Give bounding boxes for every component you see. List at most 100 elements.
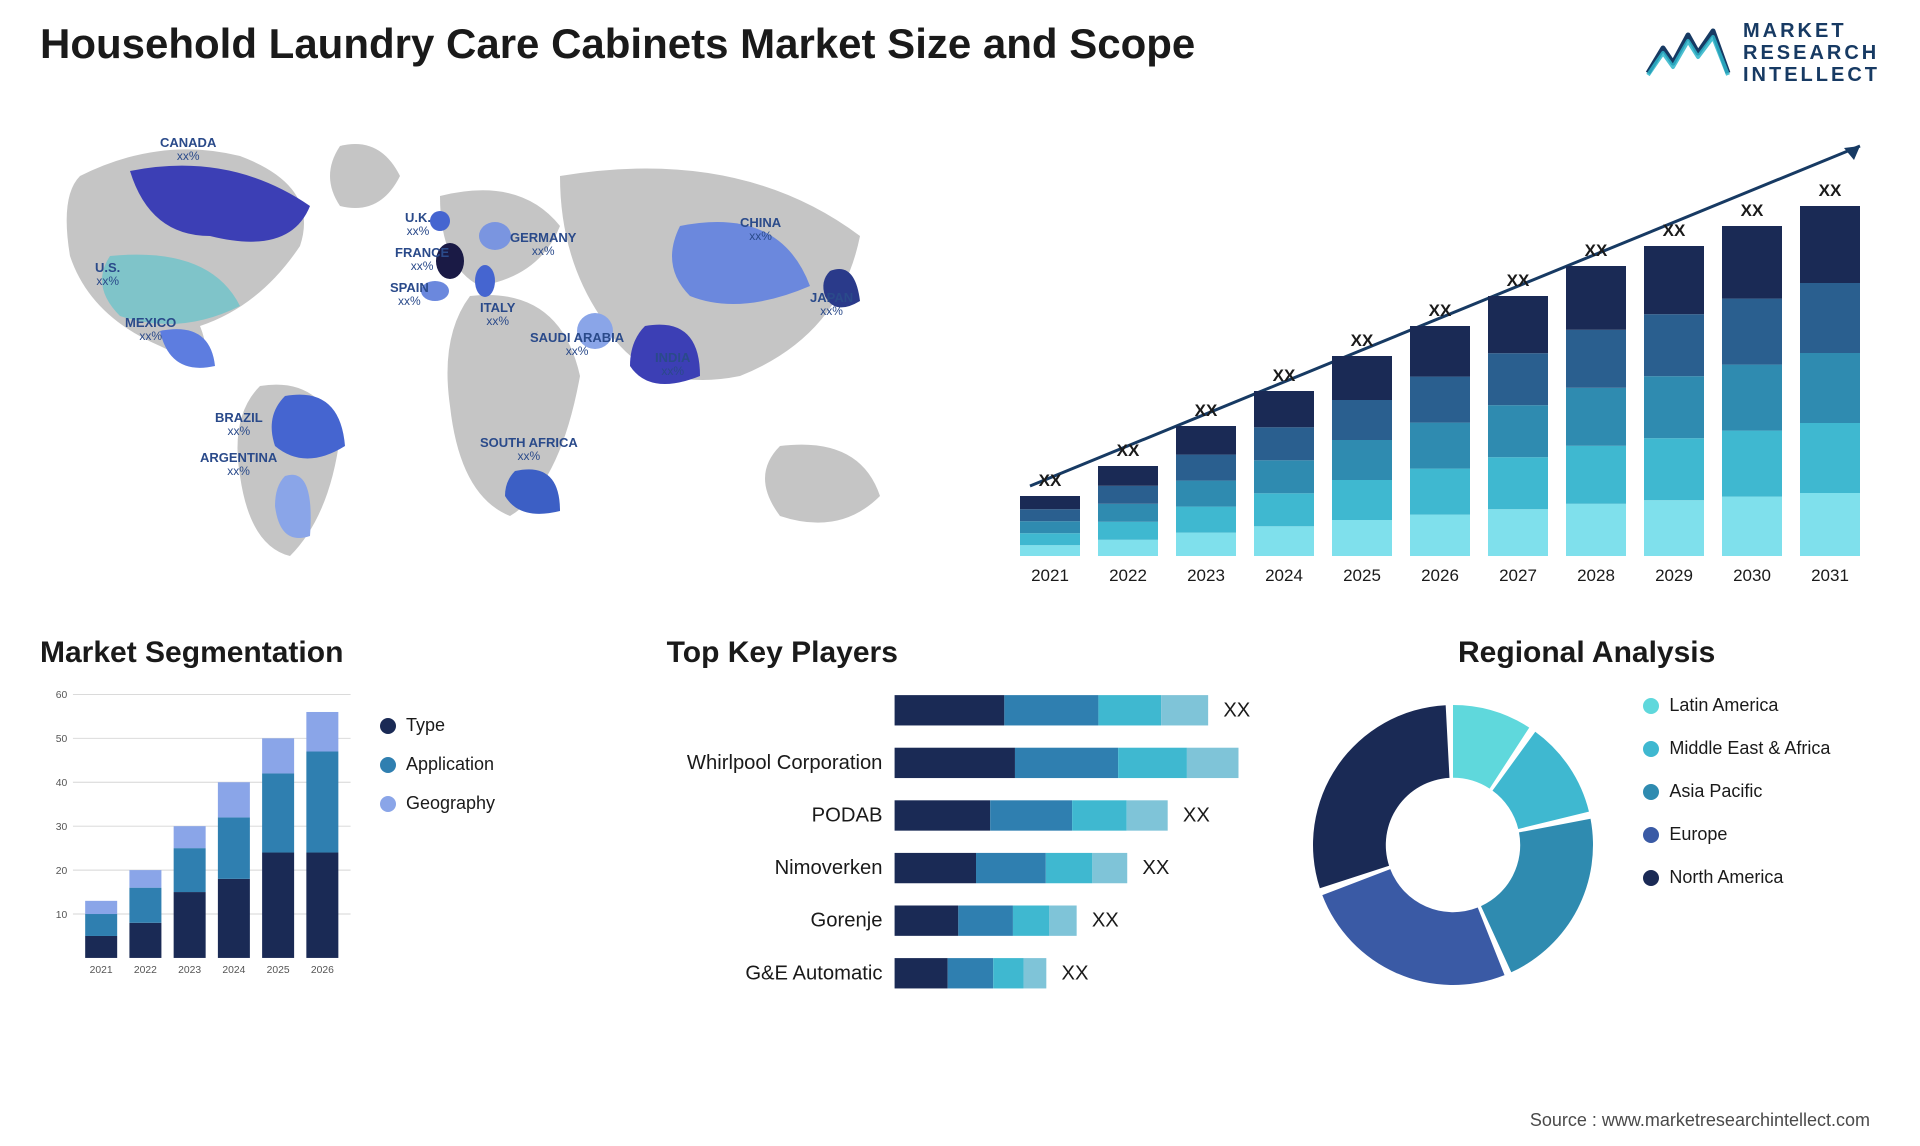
svg-text:XX: XX bbox=[1819, 181, 1842, 200]
svg-text:2026: 2026 bbox=[311, 965, 334, 976]
svg-text:2021: 2021 bbox=[90, 965, 113, 976]
regional-legend-item: North America bbox=[1643, 867, 1830, 888]
svg-text:2029: 2029 bbox=[1655, 566, 1693, 585]
svg-text:50: 50 bbox=[56, 734, 68, 745]
players-title: Top Key Players bbox=[667, 636, 1254, 670]
legend-dot-icon bbox=[380, 757, 396, 773]
svg-text:G&E Automatic: G&E Automatic bbox=[745, 962, 882, 984]
svg-text:Whirlpool Corporation: Whirlpool Corporation bbox=[687, 752, 883, 774]
map-label-japan: JAPANxx% bbox=[810, 291, 853, 318]
legend-label: Asia Pacific bbox=[1669, 781, 1762, 802]
regional-legend: Latin America Middle East & Africa Asia Pa… bbox=[1643, 695, 1830, 888]
map-label-canada: CANADAxx% bbox=[160, 136, 216, 163]
segmentation-legend: Type Application Geography bbox=[380, 715, 495, 814]
svg-text:20: 20 bbox=[56, 866, 68, 877]
segmentation-legend-item: Geography bbox=[380, 793, 495, 814]
legend-dot-icon bbox=[1643, 784, 1659, 800]
top-row: CANADAxx%U.S.xx%MEXICOxx%BRAZILxx%ARGENT… bbox=[40, 106, 1880, 606]
legend-dot-icon bbox=[380, 718, 396, 734]
regional-legend-item: Asia Pacific bbox=[1643, 781, 1830, 802]
svg-text:2022: 2022 bbox=[134, 965, 157, 976]
map-label-china: CHINAxx% bbox=[740, 216, 781, 243]
regional-legend-item: Europe bbox=[1643, 824, 1830, 845]
svg-text:XX: XX bbox=[1429, 301, 1452, 320]
svg-text:2031: 2031 bbox=[1811, 566, 1849, 585]
bottom-row: Market Segmentation 10 20 30 40 50 60 2021 2022… bbox=[40, 636, 1880, 1066]
legend-label: Europe bbox=[1669, 824, 1727, 845]
legend-dot-icon bbox=[1643, 741, 1659, 757]
svg-text:XX: XX bbox=[1092, 910, 1119, 932]
map-label-saudi-arabia: SAUDI ARABIAxx% bbox=[530, 331, 624, 358]
svg-text:2025: 2025 bbox=[1343, 566, 1381, 585]
svg-text:2021: 2021 bbox=[1031, 566, 1069, 585]
world-map-panel: CANADAxx%U.S.xx%MEXICOxx%BRAZILxx%ARGENT… bbox=[40, 106, 940, 606]
legend-label: North America bbox=[1669, 867, 1783, 888]
svg-text:XX: XX bbox=[1741, 201, 1764, 220]
segmentation-title: Market Segmentation bbox=[40, 636, 627, 670]
svg-text:XX: XX bbox=[1117, 441, 1140, 460]
map-label-brazil: BRAZILxx% bbox=[215, 411, 263, 438]
regional-legend-item: Latin America bbox=[1643, 695, 1830, 716]
svg-text:10: 10 bbox=[56, 910, 68, 921]
legend-dot-icon bbox=[1643, 698, 1659, 714]
legend-dot-icon bbox=[1643, 827, 1659, 843]
svg-text:2025: 2025 bbox=[267, 965, 290, 976]
svg-text:XX: XX bbox=[1039, 471, 1062, 490]
map-label-spain: SPAINxx% bbox=[390, 281, 429, 308]
svg-text:2030: 2030 bbox=[1733, 566, 1771, 585]
legend-label: Geography bbox=[406, 793, 495, 814]
growth-bar-chart: XX2021XX2022XX2023XX2024XX2025XX2026XX20… bbox=[980, 106, 1880, 606]
segmentation-bar-chart: 10 20 30 40 50 60 2021 2022 2023 2024 2025 2026 bbox=[40, 685, 360, 986]
svg-text:XX: XX bbox=[1142, 857, 1169, 879]
svg-text:30: 30 bbox=[56, 822, 68, 833]
map-label-south-africa: SOUTH AFRICAxx% bbox=[480, 436, 578, 463]
page-title: Household Laundry Care Cabinets Market S… bbox=[40, 20, 1195, 68]
svg-text:2023: 2023 bbox=[178, 965, 201, 976]
svg-text:2023: 2023 bbox=[1187, 566, 1225, 585]
svg-text:XX: XX bbox=[1351, 331, 1374, 350]
source-attribution: Source : www.marketresearchintellect.com bbox=[1530, 1110, 1870, 1131]
svg-text:2027: 2027 bbox=[1499, 566, 1537, 585]
svg-text:XX: XX bbox=[1273, 366, 1296, 385]
legend-label: Type bbox=[406, 715, 445, 736]
regional-legend-item: Middle East & Africa bbox=[1643, 738, 1830, 759]
svg-text:XX: XX bbox=[1195, 401, 1218, 420]
growth-chart-panel: XX2021XX2022XX2023XX2024XX2025XX2026XX20… bbox=[980, 106, 1880, 606]
svg-text:40: 40 bbox=[56, 778, 68, 789]
segmentation-panel: Market Segmentation 10 20 30 40 50 60 2021 2022… bbox=[40, 636, 627, 1066]
logo-mark-icon bbox=[1643, 23, 1733, 83]
svg-text:XX: XX bbox=[1223, 699, 1250, 721]
svg-text:XX: XX bbox=[1061, 962, 1088, 984]
svg-text:60: 60 bbox=[56, 690, 68, 701]
logo-text: MARKET RESEARCH INTELLECT bbox=[1743, 20, 1880, 86]
svg-text:Nimoverken: Nimoverken bbox=[774, 857, 882, 879]
legend-label: Latin America bbox=[1669, 695, 1778, 716]
legend-dot-icon bbox=[380, 796, 396, 812]
map-label-mexico: MEXICOxx% bbox=[125, 316, 176, 343]
svg-text:Gorenje: Gorenje bbox=[810, 910, 882, 932]
legend-label: Application bbox=[406, 754, 494, 775]
regional-donut-chart bbox=[1293, 685, 1613, 1005]
map-label-germany: GERMANYxx% bbox=[510, 231, 576, 258]
world-map-icon bbox=[40, 106, 940, 606]
svg-text:XX: XX bbox=[1585, 241, 1608, 260]
legend-dot-icon bbox=[1643, 870, 1659, 886]
segmentation-legend-item: Application bbox=[380, 754, 495, 775]
svg-text:2028: 2028 bbox=[1577, 566, 1615, 585]
regional-title: Regional Analysis bbox=[1293, 636, 1880, 670]
segmentation-legend-item: Type bbox=[380, 715, 495, 736]
players-panel: Top Key Players XXWhirlpool CorporationX… bbox=[667, 636, 1254, 1066]
legend-label: Middle East & Africa bbox=[1669, 738, 1830, 759]
map-label-argentina: ARGENTINAxx% bbox=[200, 451, 277, 478]
svg-text:2024: 2024 bbox=[222, 965, 245, 976]
svg-text:XX: XX bbox=[1663, 221, 1686, 240]
players-hbar-chart: XX Whirlpool Corporation XX PODAB XX Nimoverk… bbox=[667, 685, 1254, 1029]
svg-text:XX: XX bbox=[1507, 271, 1530, 290]
svg-text:PODAB: PODAB bbox=[811, 805, 882, 827]
regional-panel: Regional Analysis Latin America Middle Ea… bbox=[1293, 636, 1880, 1066]
map-label-india: INDIAxx% bbox=[655, 351, 690, 378]
svg-text:XX: XX bbox=[1183, 805, 1210, 827]
brand-logo: MARKET RESEARCH INTELLECT bbox=[1643, 20, 1880, 86]
map-label-france: FRANCExx% bbox=[395, 246, 449, 273]
svg-text:2026: 2026 bbox=[1421, 566, 1459, 585]
